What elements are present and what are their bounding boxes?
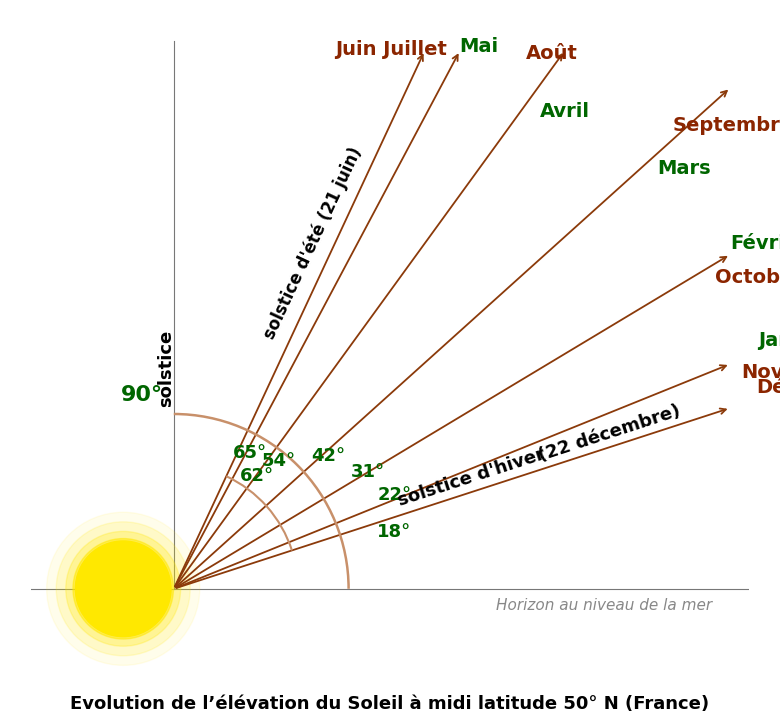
Circle shape [73,539,173,639]
Text: 65°: 65° [233,444,268,462]
Text: 42°: 42° [310,447,345,465]
Text: Août: Août [526,44,578,63]
Text: Evolution de l’élévation du Soleil à midi latitude 50° N (France): Evolution de l’élévation du Soleil à mid… [70,695,710,713]
Text: Avril: Avril [540,102,590,120]
Text: solstice d'été (21 juin): solstice d'été (21 juin) [261,144,366,342]
Text: Février: Février [730,233,780,252]
Text: 54°: 54° [261,452,296,470]
Text: Novembre: Novembre [741,362,780,381]
Text: Mai: Mai [459,37,498,57]
Text: Mars: Mars [657,159,711,178]
Text: Juin Juillet: Juin Juillet [335,40,447,59]
Text: 31°: 31° [351,463,385,481]
Text: 18°: 18° [377,523,411,541]
Circle shape [76,541,171,637]
Text: 62°: 62° [239,467,274,485]
Text: solstice: solstice [158,329,176,407]
Circle shape [56,522,190,656]
Text: 90°: 90° [121,385,163,405]
Text: Janvier: Janvier [758,331,780,350]
Circle shape [47,513,200,666]
Text: Décembre: Décembre [756,378,780,397]
Text: solstice d'hiver: solstice d'hiver [395,446,548,510]
Text: Septembre: Septembre [673,116,780,135]
Text: Horizon au niveau de la mer: Horizon au niveau de la mer [496,598,712,613]
Text: (22 décembre): (22 décembre) [536,402,682,465]
Text: Octobre: Octobre [714,268,780,287]
Circle shape [66,531,181,646]
Text: 22°: 22° [378,486,412,504]
